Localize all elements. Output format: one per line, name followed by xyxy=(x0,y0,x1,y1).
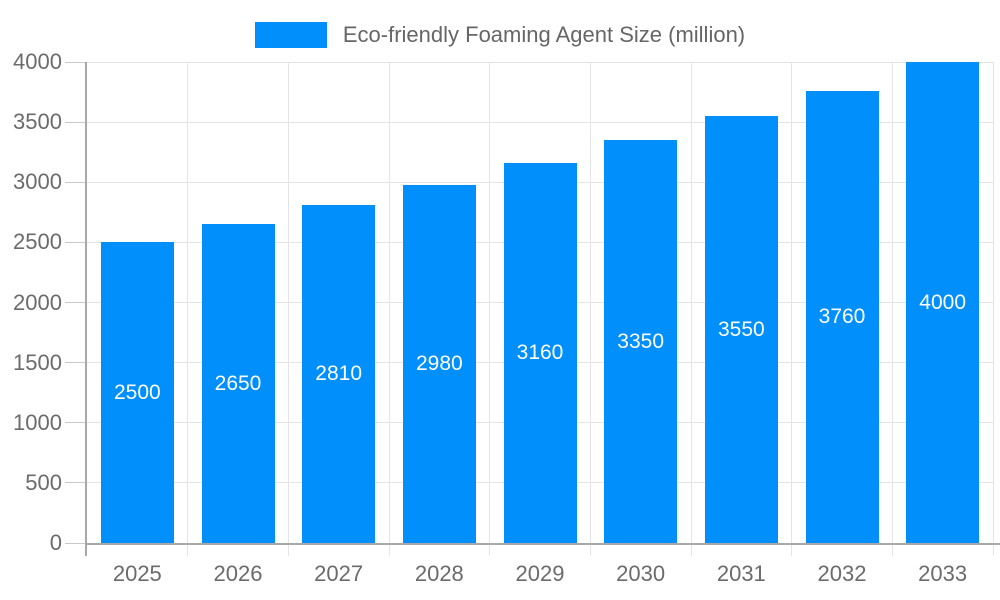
bar-2033[interactable]: 4000 xyxy=(906,62,980,543)
bar-value-label: 2650 xyxy=(214,371,262,395)
bar-2025[interactable]: 2500 xyxy=(100,242,174,543)
bar-value-label: 2810 xyxy=(315,362,363,386)
y-axis-tick xyxy=(65,482,87,484)
x-axis-label-2028: 2028 xyxy=(414,561,464,586)
y-axis-label: 4000 xyxy=(13,49,62,74)
gridline-vertical xyxy=(187,62,189,556)
legend-swatch xyxy=(254,22,327,48)
y-axis-tick xyxy=(65,362,87,364)
gridline-vertical xyxy=(287,62,289,556)
gridline-horizontal xyxy=(87,61,993,63)
x-axis-label-2029: 2029 xyxy=(515,561,565,586)
gridline-vertical xyxy=(388,62,390,556)
x-axis-line xyxy=(85,543,1000,545)
gridline-vertical xyxy=(589,62,591,556)
bar-2029[interactable]: 3160 xyxy=(503,163,577,543)
gridline-vertical xyxy=(690,62,692,556)
y-axis-tick xyxy=(65,302,87,303)
y-axis-label: 3000 xyxy=(13,169,62,195)
bar-value-label: 3760 xyxy=(818,304,866,328)
gridline-vertical xyxy=(489,62,491,556)
x-axis-label-2030: 2030 xyxy=(616,561,666,586)
y-axis-label: 500 xyxy=(25,469,62,495)
gridline-vertical xyxy=(992,62,994,556)
bar-2028[interactable]: 2980 xyxy=(402,184,476,543)
gridline-horizontal xyxy=(87,121,993,123)
y-axis-tick xyxy=(65,61,87,63)
y-axis-label: 1500 xyxy=(13,349,62,375)
y-axis-tick xyxy=(65,542,87,544)
bar-value-label: 3160 xyxy=(516,340,564,364)
legend-label: Eco-friendly Foaming Agent Size (million… xyxy=(342,22,746,47)
y-axis-label: 2000 xyxy=(13,289,62,315)
bar-2026[interactable]: 2650 xyxy=(201,224,275,543)
bar-2031[interactable]: 3550 xyxy=(704,116,778,543)
y-axis-line xyxy=(85,62,87,556)
y-axis-tick xyxy=(65,181,87,183)
bar-value-label: 3550 xyxy=(717,317,765,341)
x-axis-label-2025: 2025 xyxy=(112,561,162,586)
gridline-vertical xyxy=(791,62,793,556)
bar-2027[interactable]: 2810 xyxy=(302,205,376,543)
bar-2032[interactable]: 3760 xyxy=(805,90,879,543)
chart-legend[interactable]: Eco-friendly Foaming Agent Size (million… xyxy=(0,22,1000,48)
y-axis-tick xyxy=(65,241,87,243)
y-axis-tick xyxy=(65,422,87,424)
bar-value-label: 4000 xyxy=(919,290,967,314)
bar-value-label: 3350 xyxy=(617,329,665,353)
y-axis-label: 3500 xyxy=(13,109,62,135)
y-axis-tick xyxy=(65,121,87,123)
bar-value-label: 2980 xyxy=(415,351,463,375)
gridline-vertical xyxy=(891,62,893,556)
x-axis-label-2033: 2033 xyxy=(918,561,968,586)
bar-2030[interactable]: 3350 xyxy=(604,140,678,543)
x-axis-label-2031: 2031 xyxy=(716,561,766,586)
x-axis-label-2026: 2026 xyxy=(213,561,263,586)
bar-value-label: 2500 xyxy=(113,380,161,404)
y-axis-label: 2500 xyxy=(13,229,62,255)
y-axis-label: 1000 xyxy=(13,409,62,435)
x-axis-label-2027: 2027 xyxy=(314,561,364,586)
x-axis-label-2032: 2032 xyxy=(817,561,867,586)
y-axis-label: 0 xyxy=(49,530,62,555)
